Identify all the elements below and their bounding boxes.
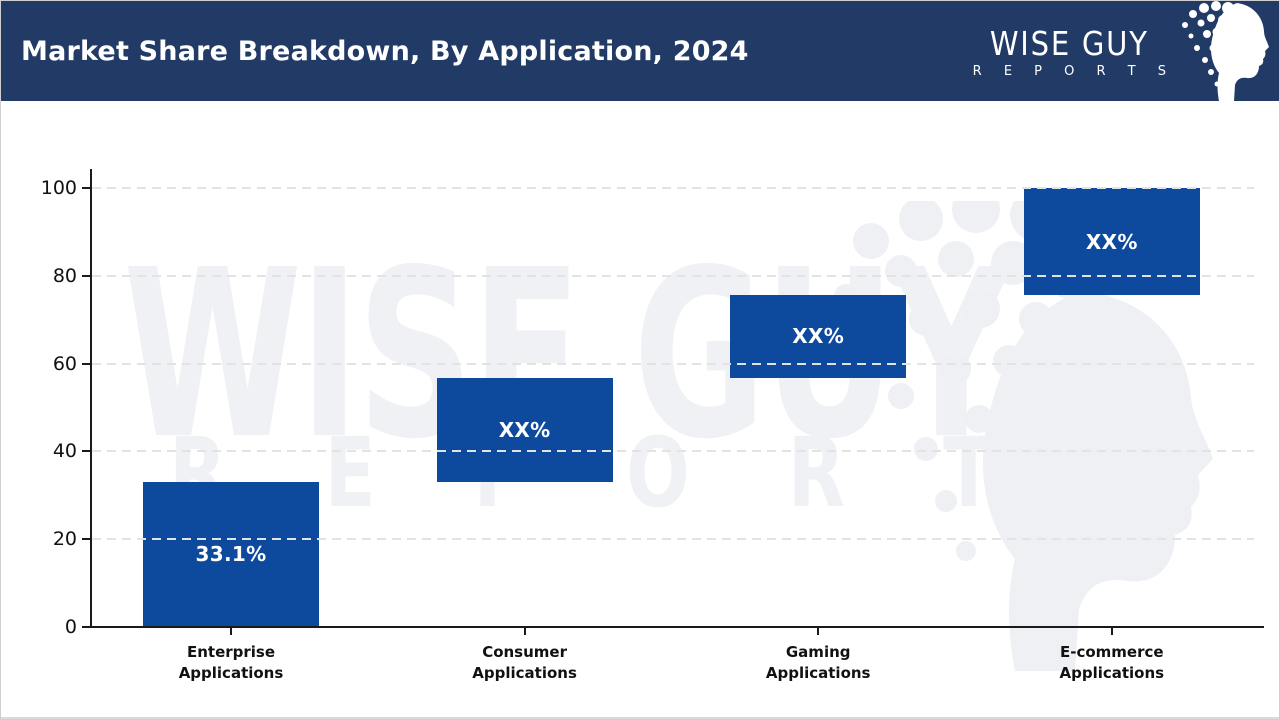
gridline-40 — [92, 450, 1254, 453]
header-bar: Market Share Breakdown, By Application, … — [1, 1, 1279, 101]
watermark-brand-subtitle: R E P O R T S — [169, 417, 1182, 529]
y-axis-line — [90, 169, 92, 628]
brand-subtitle: R E P O R T S — [972, 63, 1175, 79]
y-tick-label-100: 100 — [40, 177, 77, 199]
y-tick-80 — [82, 274, 90, 277]
bar-value-label: XX% — [498, 417, 551, 442]
bar-4: XX% — [1023, 188, 1200, 296]
bar-3: XX% — [730, 295, 907, 378]
gridline-20 — [92, 538, 1254, 541]
y-tick-label-20: 20 — [52, 528, 77, 551]
bar-2: XX% — [436, 377, 613, 482]
x-axis-line — [90, 626, 1264, 628]
y-tick-60 — [82, 362, 90, 365]
category-label-1: Enterprise Applications — [178, 643, 284, 682]
bar-value-label: XX% — [792, 324, 845, 349]
bar-value-label: XX% — [1085, 229, 1138, 254]
x-tick-4 — [1110, 628, 1113, 635]
footer-strip — [1, 717, 1279, 719]
bar-1: 33.1% — [143, 481, 319, 627]
gridline-100 — [92, 187, 1254, 189]
gridline-80 — [92, 274, 1254, 277]
y-tick-20 — [82, 538, 90, 541]
y-tick-40 — [82, 450, 90, 453]
x-tick-3 — [817, 628, 820, 635]
y-tick-label-80: 80 — [52, 264, 77, 287]
gridline-60 — [92, 362, 1254, 365]
brand-name: WISE GUY — [989, 23, 1149, 63]
category-label-2: Consumer Applications — [472, 643, 577, 682]
y-tick-label-40: 40 — [52, 440, 77, 463]
brand-logo-text: WISE GUY R E P O R T S — [964, 24, 1175, 79]
y-tick-label-60: 60 — [52, 352, 77, 375]
chart-title: Market Share Breakdown, By Application, … — [21, 35, 749, 67]
category-label-4: E-commerce Applications — [1059, 643, 1165, 682]
brand-face-icon — [1182, 1, 1269, 101]
bar-value-label: 33.1% — [195, 542, 267, 567]
category-label-3: Gaming Applications — [765, 643, 871, 682]
brand-logo: WISE GUY R E P O R T S — [964, 1, 1279, 101]
y-tick-0 — [82, 626, 90, 628]
x-tick-2 — [523, 628, 526, 635]
y-tick-100 — [82, 187, 90, 189]
x-tick-1 — [230, 628, 232, 635]
y-tick-label-0: 0 — [64, 616, 77, 638]
